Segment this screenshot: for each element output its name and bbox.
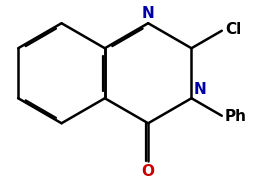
Text: N: N — [141, 6, 154, 21]
Text: O: O — [141, 164, 154, 179]
Text: Cl: Cl — [224, 22, 240, 37]
Text: N: N — [193, 82, 205, 97]
Text: Ph: Ph — [224, 109, 246, 124]
